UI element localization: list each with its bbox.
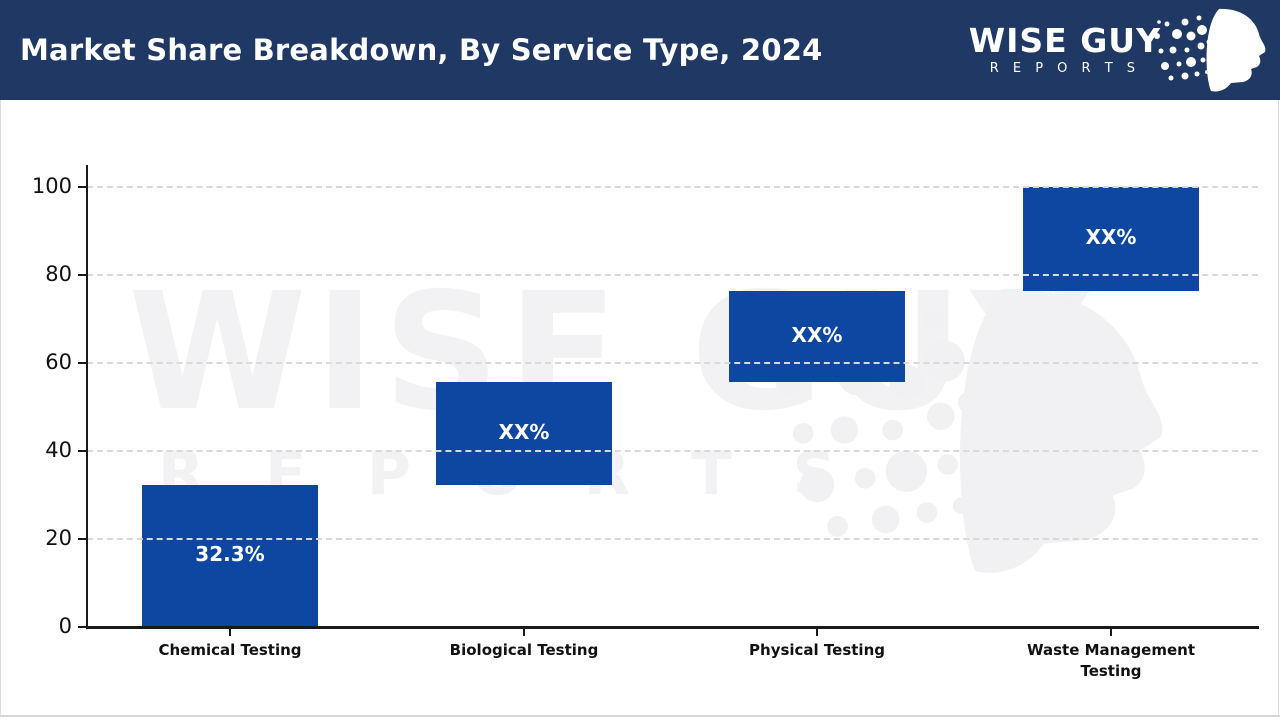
category-label-3: Physical Testing: [749, 641, 885, 659]
category-label-4: Waste Management Testing: [1026, 641, 1196, 680]
gridline-20: [87, 538, 1258, 540]
logo-wordmark: WISE GUY: [968, 21, 1161, 61]
y-tick-mark: [78, 186, 86, 188]
y-tick-mark: [78, 626, 86, 628]
y-tick-label: 40: [45, 438, 72, 462]
page-title: Market Share Breakdown, By Service Type,…: [20, 33, 823, 67]
x-tick-mark: [229, 629, 231, 636]
bar-value-label: XX%: [498, 419, 550, 444]
y-tick-label: 0: [58, 614, 72, 638]
bar-physical-testing: [729, 290, 905, 383]
y-tick-mark: [78, 362, 86, 364]
y-tick-mark: [78, 450, 86, 452]
bar-value-label: XX%: [791, 322, 843, 347]
y-tick-label: 80: [45, 262, 72, 286]
x-tick-mark: [816, 629, 818, 636]
y-tick-label: 60: [45, 350, 72, 374]
y-tick-label: 100: [31, 174, 72, 198]
logo-head-icon: [1154, 8, 1266, 92]
y-tick-label: 20: [45, 526, 72, 550]
bar-biological-testing: [436, 382, 612, 485]
header: Market Share Breakdown, By Service Type,…: [0, 0, 1280, 100]
gridline-100: [87, 186, 1258, 188]
logo-subtitle: R E P O R T S: [989, 60, 1141, 76]
y-tick-mark: [78, 538, 86, 540]
x-tick-mark: [1110, 629, 1112, 636]
logo-text: WISE GUY R E P O R T S: [969, 24, 1161, 76]
y-tick-mark: [78, 274, 86, 276]
y-axis-line: [86, 165, 88, 629]
category-label-2: Biological Testing: [449, 641, 599, 659]
divider: [0, 715, 1280, 717]
gridline-80: [87, 274, 1258, 276]
bar-value-label: 32.3%: [195, 541, 265, 566]
bar-waste-management-testing: [1023, 187, 1199, 291]
gridline-60: [87, 362, 1258, 364]
bar-chemical-testing: [142, 484, 318, 627]
bar-value-label: XX%: [1085, 224, 1137, 249]
gridline-40: [87, 450, 1258, 452]
category-label-1: Chemical Testing: [158, 641, 302, 659]
x-axis-line: [86, 626, 1259, 629]
x-tick-mark: [523, 629, 525, 636]
wise-guy-logo: WISE GUY R E P O R T S: [969, 5, 1272, 95]
